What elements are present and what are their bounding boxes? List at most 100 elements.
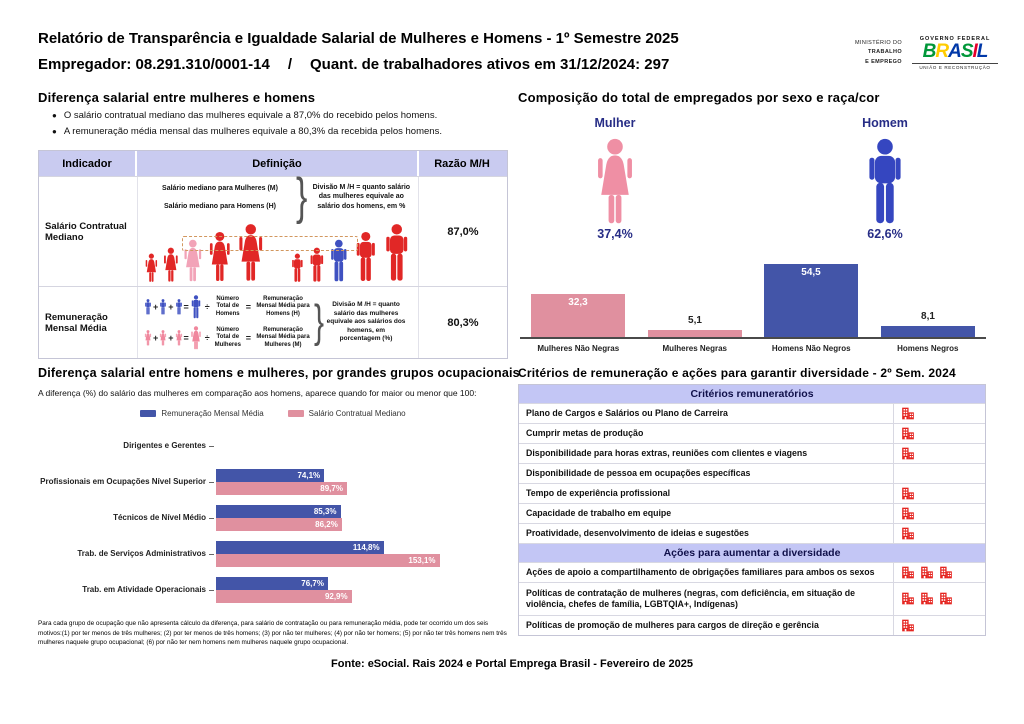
building-icon: [921, 593, 933, 605]
bar-Homens Não Negros: 54,5: [764, 264, 858, 337]
criteria-group-header: Critérios remuneratórios: [519, 385, 985, 403]
bar-Remuneração Mensal Média: 114,8%: [216, 541, 384, 554]
occupation-row: Dirigentes e Gerentes: [38, 428, 508, 464]
chart-legend: Remuneração Mensal Média Salário Contrat…: [38, 409, 508, 418]
building-icon: [902, 507, 914, 520]
men-divisor-label: Número Total de Homens: [215, 295, 240, 317]
bar-value-label: 86,2%: [315, 520, 338, 529]
table-row: Remuneração Mensal Média + + =: [39, 286, 507, 358]
building-icon: [902, 566, 914, 579]
occupation-label: Trab. de Serviços Administrativos: [77, 549, 206, 559]
male-figure-icon: [825, 138, 945, 226]
building-icons: [893, 503, 985, 523]
women-figures: + + =: [144, 326, 202, 350]
bar-value-label: 89,7%: [320, 484, 343, 493]
median-men-label: Salário mediano para Homens (H): [163, 202, 277, 210]
female-person-icon: [175, 330, 182, 346]
male-person-icon: [175, 299, 182, 315]
building-icons: [893, 523, 985, 543]
building-icons: [893, 443, 985, 463]
building-icon: [902, 407, 914, 420]
category-label: Mulheres Não Negras: [537, 344, 620, 353]
women-divisor-label: Número Total de Mulheres: [214, 326, 241, 348]
salary-diff-bullets: ● O salário contratual mediano das mulher…: [52, 110, 502, 142]
building-icon: [902, 427, 914, 440]
bar-value-label: 76,7%: [301, 579, 324, 588]
bar-value-label: 114,8%: [352, 543, 380, 552]
men-figures: + + =: [144, 295, 202, 319]
bullet-icon: ●: [52, 127, 57, 136]
female-person-icon: [184, 239, 202, 282]
section-title-salary-diff: Diferença salarial entre mulheres e home…: [38, 90, 316, 105]
legend-swatch-pink: [287, 410, 304, 417]
building-icon: [902, 447, 914, 460]
criteria-row: Ações de apoio a compartilhamento de obr…: [519, 561, 985, 582]
report-subtitle: Empregador: 08.291.310/0001-14 / Quant. de…: [38, 56, 669, 73]
indicator-table-header: Indicador Definição Razão M/H: [39, 151, 507, 176]
axis-tick: [209, 445, 214, 447]
women-result-label: Remuneração Mensal Média para Mulheres (…: [256, 326, 310, 348]
bar-value-label: 92,9%: [324, 592, 348, 601]
indicator-table: Indicador Definição Razão M/H Salário Co…: [38, 150, 508, 359]
bar-Salário Contratual Mediano: 153,1%: [216, 554, 440, 567]
bar-Salário Contratual Mediano: 92,9%: [216, 590, 352, 603]
median-figures-illustration: [144, 219, 414, 283]
occupations-subtitle: A diferença (%) do salário das mulheres …: [38, 388, 477, 398]
bullet-item: ● O salário contratual mediano das mulher…: [52, 110, 438, 121]
men-result-label: Remuneração Mensal Média para Homens (H): [256, 295, 310, 317]
criteria-row: Políticas de promoção de mulheres para c…: [519, 614, 985, 635]
brasil-federal-logo: GOVERNO FEDERAL BRASIL UNIÃO E RECONSTRU…: [912, 36, 998, 70]
male-person-icon: [160, 299, 167, 315]
legend-swatch-blue: [140, 410, 157, 417]
indicator-name: Remuneração Mensal Média: [45, 311, 108, 334]
male-person-icon: [331, 239, 347, 282]
occupation-row: Profissionais em Ocupações Nível Superio…: [38, 464, 508, 500]
occupation-row: Técnicos de Nível Médio 85,3% 86,2%: [38, 500, 508, 536]
occupation-label: Técnicos de Nível Médio: [113, 513, 206, 523]
building-icon: [902, 487, 914, 500]
female-person-icon: [144, 330, 152, 346]
bar-value-label: 5,1: [688, 315, 702, 326]
category-label: Homens Não Negros: [771, 344, 851, 353]
race-sex-bar-chart-categories: Mulheres Não Negras Mulheres Negras Homens…: [520, 344, 986, 353]
table-row: Salário Contratual Mediano Salário media…: [39, 172, 507, 286]
active-workers: Quant. de trabalhadores ativos em 31/12/…: [309, 56, 670, 73]
criteria-row: Plano de Cargos e Salários ou Plano de C…: [519, 403, 985, 423]
female-person-icon: [191, 326, 201, 350]
occupations-bar-chart: Dirigentes e Gerentes Profissionais em Oc…: [38, 428, 508, 608]
occupation-row: Trab. de Serviços Administrativos 114,8% 1…: [38, 536, 508, 572]
occupations-footnote: Para cada grupo de ocupação que não apre…: [38, 620, 507, 647]
building-icons: [893, 582, 985, 615]
bar-Remuneração Mensal Média: 76,7%: [216, 577, 328, 590]
bar-value-label: 153,1%: [408, 556, 436, 565]
ministry-logo: MINISTÉRIO DO TRABALHO E EMPREGO: [854, 39, 902, 65]
criteria-row: Disponibilidade de pessoa em ocupações e…: [519, 462, 985, 483]
male-person-icon: [385, 224, 407, 281]
category-label: Mulheres Negras: [662, 344, 727, 353]
criteria-row: Políticas de contratação de mulheres (ne…: [519, 581, 985, 615]
male-percentage: 62,6%: [867, 227, 903, 241]
bar-Salário Contratual Mediano: 86,2%: [216, 518, 342, 531]
female-label: Mulher: [594, 116, 636, 130]
building-icons: [893, 562, 985, 582]
building-icon: [940, 593, 952, 605]
government-logos: MINISTÉRIO DO TRABALHO E EMPREGO GOVERNO…: [832, 36, 998, 70]
axis-tick: [209, 481, 214, 483]
occupation-label: Dirigentes e Gerentes: [123, 441, 206, 451]
header-indicador: Indicador: [39, 151, 137, 176]
building-icons: [893, 423, 985, 443]
division-note: Divisão M /H = quanto salário das mulher…: [326, 301, 406, 343]
employer-id: Empregador: 08.291.310/0001-14: [38, 56, 270, 73]
bar-Homens Negros: 8,1: [881, 311, 975, 337]
men-average-formula: + + = ÷ Número Total de Homens = Remuner…: [144, 295, 312, 319]
building-icon: [902, 619, 914, 632]
header-definicao: Definição: [137, 151, 419, 176]
report-title: Relatório de Transparência e Igualdade S…: [38, 30, 679, 47]
bullet-item: ● A remuneração média mensal das mulheres…: [52, 126, 442, 137]
section-title-criteria: Critérios de remuneração e ações para ga…: [518, 366, 956, 380]
male-person-icon: [291, 253, 303, 282]
bar-value-label: 8,1: [921, 311, 935, 322]
male-person-icon: [145, 299, 151, 315]
male-person-icon: [869, 138, 901, 224]
